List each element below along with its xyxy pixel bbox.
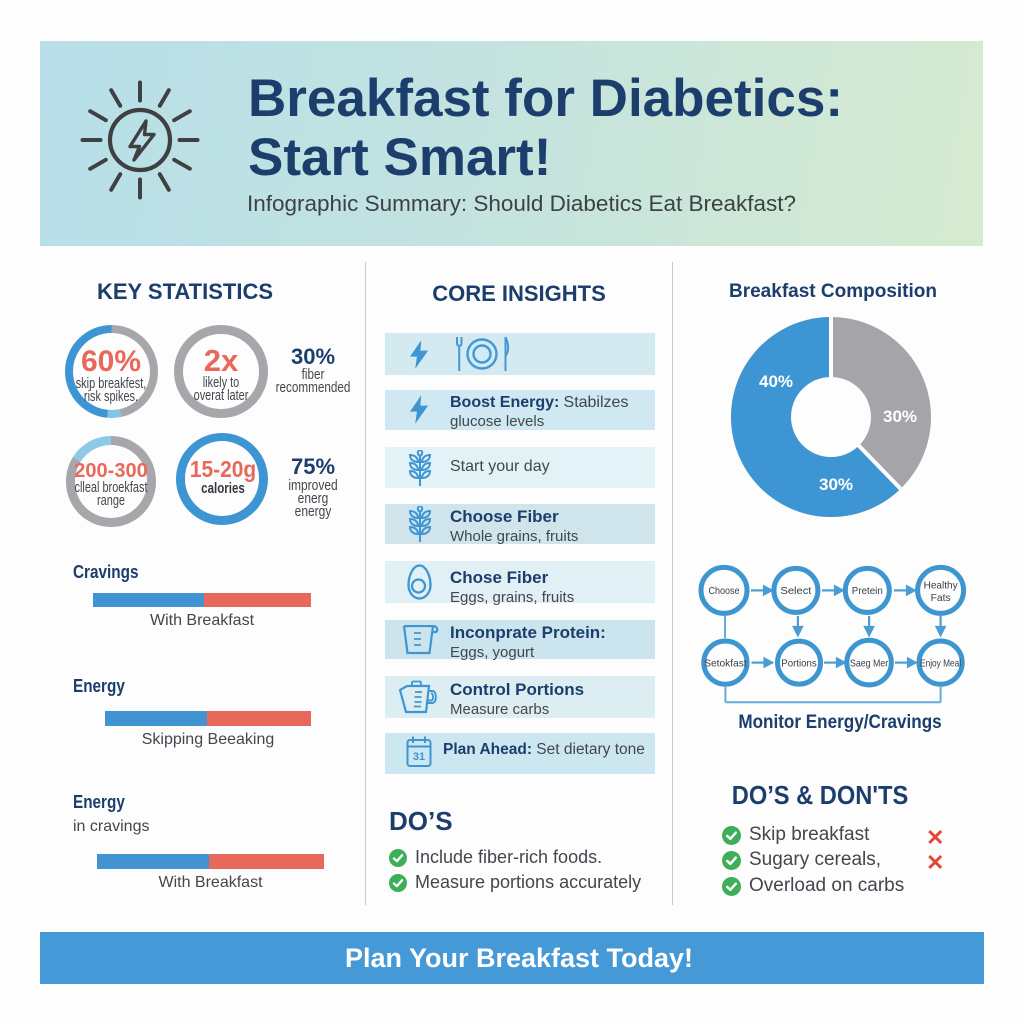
svg-text:31: 31 bbox=[413, 751, 425, 763]
svg-text:Setokfast: Setokfast bbox=[704, 658, 747, 670]
svg-text:Saeg Mer: Saeg Mer bbox=[850, 658, 889, 670]
svg-text:Pretein: Pretein bbox=[852, 585, 883, 597]
svg-text:Choose: Choose bbox=[709, 585, 740, 597]
svg-text:Enjoy Meal: Enjoy Meal bbox=[920, 658, 961, 670]
svg-text:Fats: Fats bbox=[931, 592, 951, 604]
svg-text:Portions: Portions bbox=[781, 658, 816, 670]
svg-text:Select: Select bbox=[780, 585, 811, 597]
svg-text:Healthy: Healthy bbox=[924, 580, 959, 592]
